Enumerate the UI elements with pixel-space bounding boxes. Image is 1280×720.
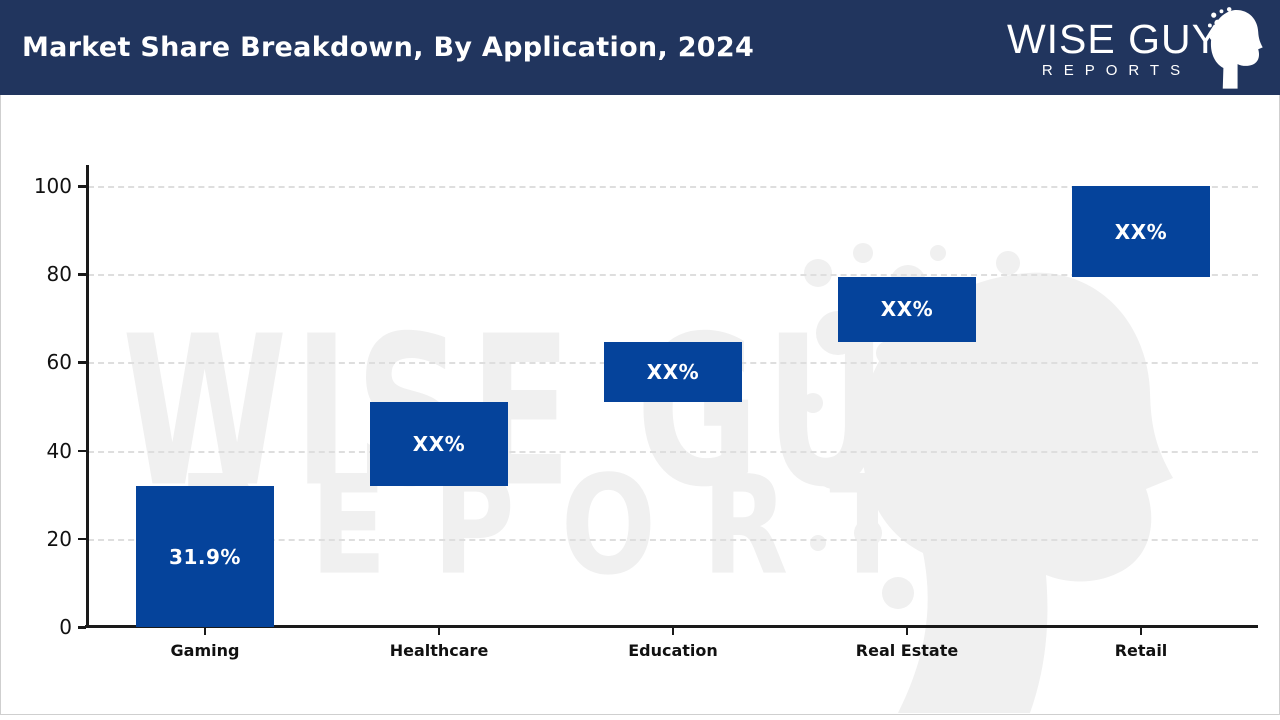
header-band: Market Share Breakdown, By Application, … — [0, 0, 1280, 95]
gridline-100 — [88, 186, 1258, 188]
x-tick-label-gaming: Gaming — [170, 641, 240, 660]
y-tick-label-40: 40 — [46, 438, 72, 463]
y-tick-label-0: 0 — [59, 615, 72, 639]
y-tick-label-60: 60 — [46, 350, 72, 375]
y-tick-mark-40 — [78, 449, 86, 453]
watermark-text-line2: REPORTS — [178, 447, 1079, 606]
bar-education: XX% — [604, 341, 742, 403]
gridline-20 — [88, 538, 1258, 541]
page-title: Market Share Breakdown, By Application, … — [22, 32, 755, 63]
bar-value-label-healthcare: XX% — [412, 432, 466, 457]
y-tick-mark-20 — [78, 537, 86, 541]
y-axis-line — [86, 165, 89, 627]
y-tick-mark-60 — [78, 361, 86, 364]
x-tick-mark-real-estate — [905, 628, 909, 635]
brand-name: WISE GUY — [1006, 16, 1220, 62]
bar-value-label-gaming: 31.9% — [169, 544, 241, 569]
y-tick-mark-100 — [78, 185, 86, 188]
y-tick-label-20: 20 — [46, 526, 72, 551]
bar-retail: XX% — [1072, 186, 1210, 278]
bar-gaming: 31.9% — [136, 486, 274, 627]
x-tick-label-retail: Retail — [1114, 641, 1168, 660]
y-tick-mark-0 — [78, 626, 86, 629]
brand-logo-text: WISE GUY REPORTS — [1007, 17, 1220, 79]
x-tick-label-education: Education — [628, 641, 718, 660]
y-tick-mark-80 — [78, 273, 86, 276]
chart-region: WISE GUY REPORTS 0 20 40 60 80 100 31.9% Gaming… — [0, 95, 1280, 720]
brand-logo: WISE GUY REPORTS — [1007, 6, 1264, 90]
gridline-80 — [88, 274, 1258, 277]
y-tick-label-100: 100 — [33, 174, 72, 198]
bar-real-estate: XX% — [838, 277, 976, 342]
x-tick-mark-retail — [1139, 628, 1143, 635]
x-tick-mark-healthcare — [437, 628, 441, 635]
bar-value-label-retail: XX% — [1114, 219, 1168, 244]
x-tick-mark-gaming — [203, 628, 207, 635]
y-tick-label-80: 80 — [46, 262, 72, 287]
x-axis-line — [85, 625, 1258, 628]
x-tick-label-healthcare: Healthcare — [389, 641, 489, 660]
bar-healthcare: XX% — [370, 402, 508, 487]
gridline-40 — [88, 450, 1258, 453]
brand-subtitle: REPORTS — [1041, 62, 1192, 79]
bar-value-label-education: XX% — [646, 359, 700, 384]
x-tick-label-real-estate: Real Estate — [855, 641, 959, 660]
bar-value-label-real-estate: XX% — [880, 297, 934, 322]
head-profile-logo-icon — [1207, 7, 1263, 89]
x-tick-mark-education — [671, 628, 675, 635]
